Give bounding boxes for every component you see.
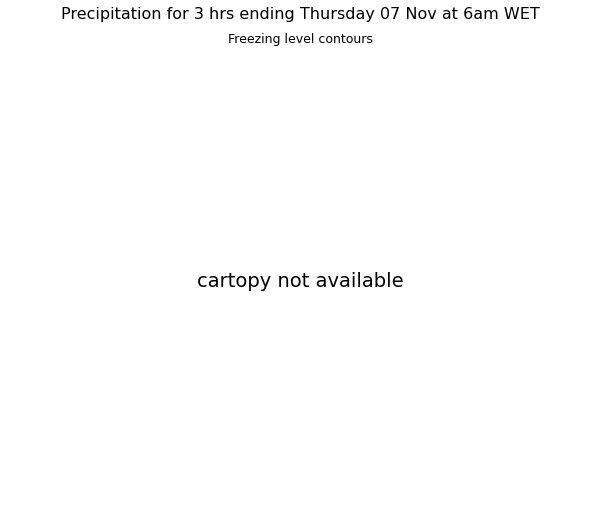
Text: Precipitation for 3 hrs ending Thursday 07 Nov at 6am WET: Precipitation for 3 hrs ending Thursday … [61,7,540,22]
Text: Freezing level contours: Freezing level contours [228,33,373,47]
Text: cartopy not available: cartopy not available [197,272,404,291]
